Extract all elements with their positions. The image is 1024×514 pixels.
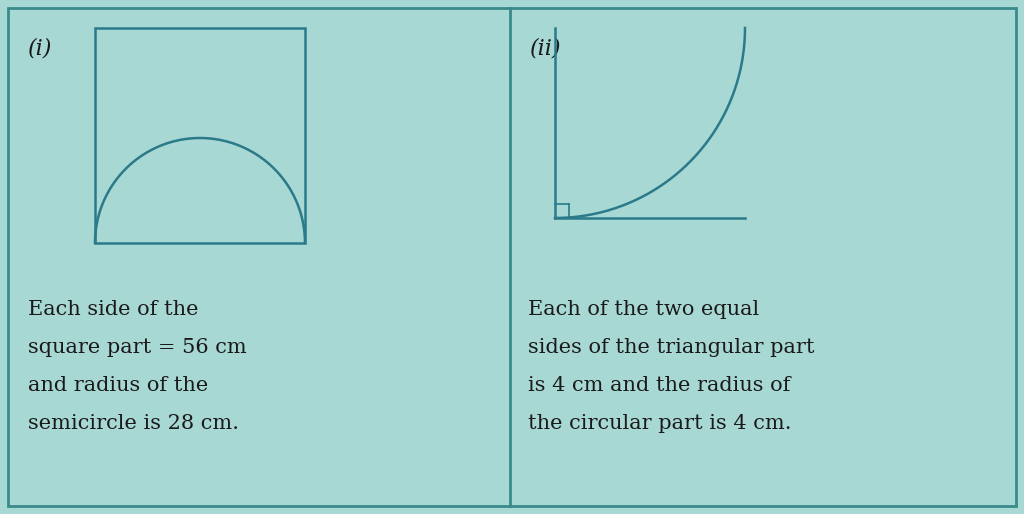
Text: is 4 cm and the radius of: is 4 cm and the radius of	[528, 376, 791, 395]
Text: and radius of the: and radius of the	[28, 376, 208, 395]
Text: Each side of the: Each side of the	[28, 300, 199, 319]
Text: square part = 56 cm: square part = 56 cm	[28, 338, 247, 357]
Text: semicircle is 28 cm.: semicircle is 28 cm.	[28, 414, 239, 433]
Text: (ii): (ii)	[530, 38, 561, 60]
Text: (i): (i)	[28, 38, 52, 60]
Text: Each of the two equal: Each of the two equal	[528, 300, 759, 319]
Bar	[95, 28, 305, 243]
Text: sides of the triangular part: sides of the triangular part	[528, 338, 814, 357]
Text: the circular part is 4 cm.: the circular part is 4 cm.	[528, 414, 792, 433]
